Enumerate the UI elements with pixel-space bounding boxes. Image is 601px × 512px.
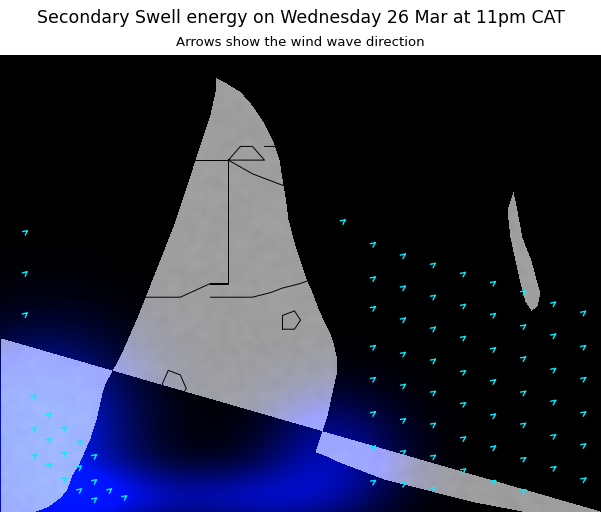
Text: Arrows show the wind wave direction: Arrows show the wind wave direction	[176, 36, 425, 49]
Text: Secondary Swell energy on Wednesday 26 Mar at 11pm CAT: Secondary Swell energy on Wednesday 26 M…	[37, 9, 564, 27]
